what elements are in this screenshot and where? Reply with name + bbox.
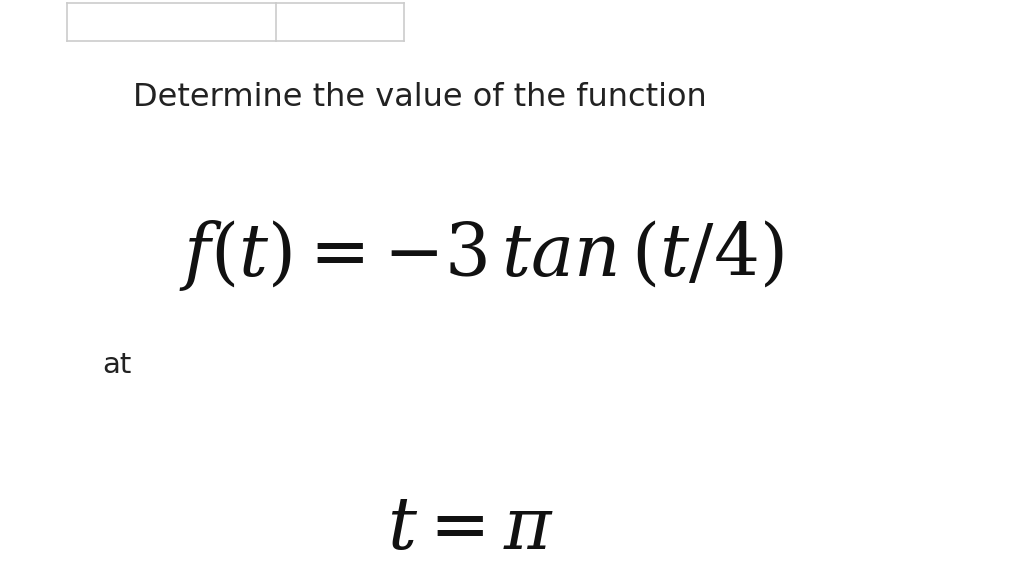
Text: $t = \pi$: $t = \pi$ — [387, 495, 555, 564]
Text: Determine the value of the function: Determine the value of the function — [133, 82, 707, 112]
Text: $f(t) = {-3}\,tan\,(t/4)$: $f(t) = {-3}\,tan\,(t/4)$ — [179, 218, 783, 293]
Text: at: at — [102, 350, 132, 379]
